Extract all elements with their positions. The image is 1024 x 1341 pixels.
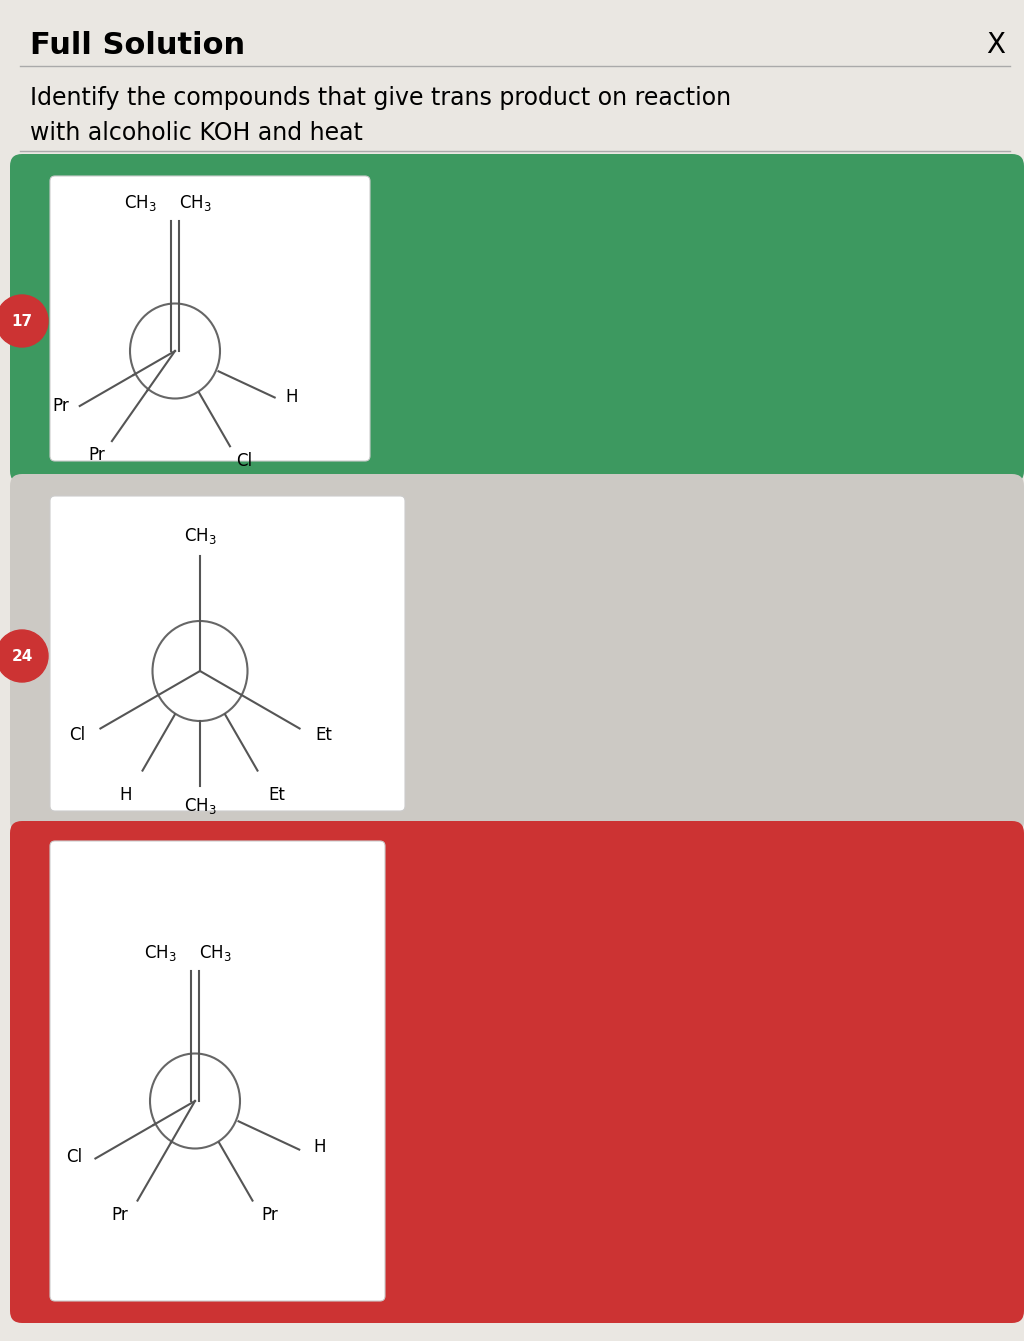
Text: $\mathregular{CH_3}$: $\mathregular{CH_3}$ <box>183 797 216 817</box>
Text: Et: Et <box>268 786 286 805</box>
Text: X: X <box>986 31 1005 59</box>
FancyBboxPatch shape <box>50 176 370 461</box>
Text: 17: 17 <box>11 314 33 329</box>
FancyBboxPatch shape <box>10 154 1024 483</box>
Text: Full Solution: Full Solution <box>30 31 245 60</box>
Text: 24: 24 <box>11 649 33 664</box>
Text: H: H <box>286 388 298 405</box>
Text: Cl: Cl <box>236 452 252 469</box>
Text: with alcoholic KOH and heat: with alcoholic KOH and heat <box>30 121 362 145</box>
Text: H: H <box>119 786 131 805</box>
Text: $\mathregular{CH_3}$: $\mathregular{CH_3}$ <box>144 943 177 963</box>
Circle shape <box>0 295 48 347</box>
Text: $\mathregular{CH_3}$: $\mathregular{CH_3}$ <box>199 943 231 963</box>
Text: Pr: Pr <box>88 447 105 464</box>
Text: Pr: Pr <box>52 397 70 414</box>
Text: Cl: Cl <box>66 1148 82 1165</box>
FancyBboxPatch shape <box>10 821 1024 1324</box>
Text: $\mathregular{CH_3}$: $\mathregular{CH_3}$ <box>124 193 157 213</box>
Text: H: H <box>313 1137 326 1156</box>
Text: $\mathregular{CH_3}$: $\mathregular{CH_3}$ <box>183 526 216 546</box>
FancyBboxPatch shape <box>50 496 406 811</box>
Text: Et: Et <box>315 725 332 743</box>
FancyBboxPatch shape <box>50 841 385 1301</box>
Text: Pr: Pr <box>261 1206 279 1224</box>
Text: Identify the compounds that give trans product on reaction: Identify the compounds that give trans p… <box>30 86 731 110</box>
Circle shape <box>0 630 48 683</box>
Text: Cl: Cl <box>69 725 85 743</box>
Text: Pr: Pr <box>112 1206 128 1224</box>
FancyBboxPatch shape <box>10 473 1024 833</box>
Text: $\mathregular{CH_3}$: $\mathregular{CH_3}$ <box>179 193 212 213</box>
